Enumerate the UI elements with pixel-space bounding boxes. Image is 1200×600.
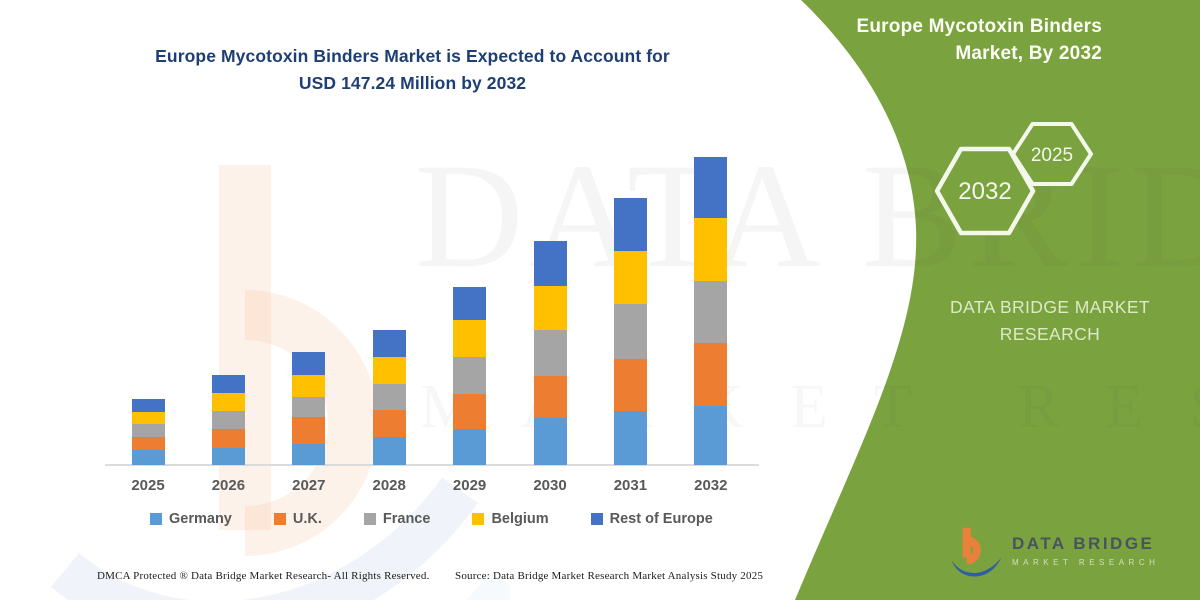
brand-name-text: DATA BRIDGE MARKET RESEARCH — [905, 294, 1195, 348]
segment-u-k- — [613, 359, 647, 411]
segment-germany — [372, 437, 406, 465]
segment-germany — [533, 418, 567, 465]
legend-swatch-icon — [590, 513, 603, 525]
legend-swatch-icon — [150, 513, 162, 525]
segment-france — [694, 281, 728, 343]
databridge-logo: DATA BRIDGE MARKET RESEARCH — [948, 524, 1159, 580]
chart-title-line2: USD 147.24 Million by 2032 — [298, 73, 527, 94]
segment-u-k- — [453, 394, 487, 429]
brand-name-line1: DATA BRIDGE MARKET — [949, 297, 1151, 317]
segment-germany — [694, 406, 728, 465]
legend-item-germany: Germany — [150, 511, 232, 527]
segment-u-k- — [533, 376, 567, 418]
x-axis-label-2031: 2031 — [613, 477, 648, 494]
segment-u-k- — [372, 410, 406, 437]
chart-title: Europe Mycotoxin Binders Market is Expec… — [90, 43, 735, 97]
segment-u-k- — [694, 343, 728, 406]
segment-germany — [453, 429, 487, 465]
segment-belgium — [613, 251, 647, 304]
segment-france — [372, 384, 406, 410]
x-axis-label-2025: 2025 — [131, 477, 165, 494]
segment-belgium — [131, 412, 165, 424]
legend-label: France — [382, 511, 431, 527]
legend-item-rest-of-europe: Rest of Europe — [590, 511, 713, 527]
segment-germany — [613, 411, 647, 465]
x-axis-label-2028: 2028 — [372, 477, 406, 494]
legend-item-france: France — [363, 511, 431, 527]
logo-wordmark: DATA BRIDGE — [1012, 534, 1155, 553]
hexagon-2025-label: 2025 — [1031, 145, 1073, 166]
panel-title-line2: Market, By 2032 — [955, 42, 1102, 64]
segment-rest-of-europe — [292, 352, 326, 375]
segment-rest-of-europe — [131, 399, 165, 412]
x-axis-labels: 2025 2026 2027 2028 2029 2030 2031 2032 — [90, 477, 770, 497]
segment-belgium — [292, 375, 326, 397]
segment-france — [533, 330, 567, 376]
bar-2025 — [131, 399, 165, 465]
segment-rest-of-europe — [453, 287, 487, 320]
x-axis-line — [105, 464, 759, 466]
segment-rest-of-europe — [533, 241, 567, 286]
bar-2026 — [211, 375, 245, 465]
segment-u-k- — [211, 429, 245, 448]
segment-belgium — [372, 357, 406, 384]
x-axis-label-2027: 2027 — [292, 477, 326, 494]
chart-title-line1: Europe Mycotoxin Binders Market is Expec… — [155, 46, 670, 66]
legend-item-u-k-: U.K. — [273, 511, 322, 527]
bar-2028 — [372, 330, 406, 465]
segment-belgium — [533, 286, 567, 330]
segment-belgium — [211, 393, 245, 411]
segment-germany — [211, 448, 245, 465]
x-axis-label-2030: 2030 — [533, 477, 567, 494]
hexagon-2025: 2025 — [1011, 122, 1093, 186]
bar-chart-plot — [90, 118, 770, 466]
year-hexagons: 2032 2025 — [934, 122, 1093, 236]
segment-germany — [131, 450, 165, 465]
legend-label: Belgium — [491, 511, 549, 527]
segment-rest-of-europe — [694, 157, 728, 218]
dmca-copyright-text: DMCA Protected ® Data Bridge Market Rese… — [97, 570, 430, 582]
bar-2029 — [453, 287, 487, 465]
brand-name-line2: RESEARCH — [999, 324, 1101, 345]
segment-germany — [292, 444, 326, 465]
panel-title-line1: Europe Mycotoxin Binders — [856, 16, 1102, 37]
panel-title: Europe Mycotoxin Binders Market, By 2032 — [840, 14, 1102, 68]
source-text: Source: Data Bridge Market Research Mark… — [455, 570, 764, 582]
bar-2032 — [694, 157, 728, 465]
segment-france — [292, 397, 326, 417]
logo-subtext: MARKET RESEARCH — [1012, 558, 1160, 567]
chart-legend: Germany U.K. France Belgium Rest of Europe — [150, 511, 713, 527]
segment-rest-of-europe — [613, 198, 647, 251]
legend-label: Germany — [169, 511, 232, 527]
legend-swatch-icon — [363, 513, 376, 525]
segment-belgium — [453, 320, 487, 357]
segment-rest-of-europe — [372, 330, 406, 357]
segment-belgium — [694, 218, 728, 281]
bar-2030 — [533, 241, 567, 465]
logo-text-column: DATA BRIDGE MARKET RESEARCH — [1012, 534, 1159, 567]
legend-swatch-icon — [472, 513, 485, 525]
bar-2027 — [292, 352, 326, 465]
bar-2031 — [613, 198, 647, 465]
legend-label: Rest of Europe — [609, 511, 713, 527]
segment-rest-of-europe — [211, 375, 245, 393]
legend-item-belgium: Belgium — [472, 511, 549, 527]
segment-france — [613, 304, 647, 359]
legend-label: U.K. — [292, 511, 322, 527]
segment-france — [211, 411, 245, 429]
x-axis-label-2026: 2026 — [211, 477, 246, 494]
x-axis-label-2032: 2032 — [694, 477, 728, 494]
segment-u-k- — [292, 417, 326, 444]
hexagon-2032-label: 2032 — [958, 178, 1011, 205]
segment-u-k- — [131, 437, 165, 450]
segment-france — [131, 424, 165, 437]
segment-france — [453, 357, 487, 394]
legend-swatch-icon — [273, 513, 286, 525]
x-axis-label-2029: 2029 — [452, 477, 487, 494]
databridge-logo-icon — [951, 527, 1002, 577]
